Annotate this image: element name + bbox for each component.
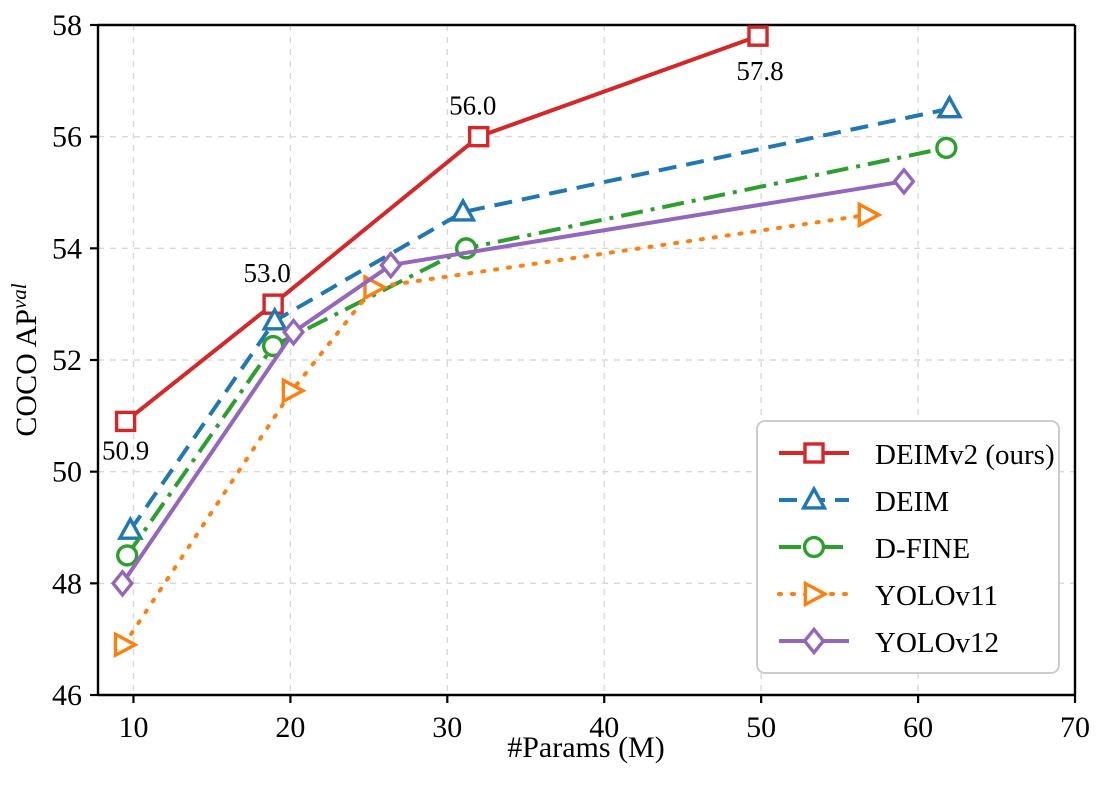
legend-item-d-fine[interactable]: D-FINE	[779, 533, 970, 565]
data-series-layer	[110, 25, 963, 659]
series-line	[124, 34, 759, 423]
data-point-marker	[857, 201, 883, 229]
data-point-marker	[449, 197, 477, 222]
y-axis-title-group: COCO APval	[7, 283, 43, 436]
series-deim	[116, 94, 963, 540]
data-point-marker	[281, 317, 306, 347]
x-tick-label: 30	[432, 711, 462, 744]
x-tick-label: 10	[118, 711, 148, 744]
legend-items: DEIMv2 (ours) DEIM D-FINE YOLOv11 YOLOv12	[777, 439, 1055, 659]
data-point-marker	[467, 125, 490, 148]
gridlines	[98, 25, 1075, 695]
legend-box	[756, 420, 1060, 674]
data-point-label: 56.0	[449, 91, 496, 121]
data-point-marker	[113, 631, 139, 659]
series-line	[128, 106, 950, 532]
legend-marker-sample	[802, 626, 826, 656]
data-point-marker	[116, 544, 139, 567]
x-axis-tick-labels: 10 20 30 40 50 60 70	[118, 711, 1090, 744]
y-axis-title: COCO AP	[10, 309, 43, 437]
data-point-marker	[281, 377, 307, 404]
data-point-marker	[116, 515, 144, 540]
data-point-marker	[379, 250, 403, 280]
y-tick-label: 52	[52, 344, 82, 377]
y-axis-title-superscript: val	[7, 283, 31, 309]
x-tick-label: 60	[903, 711, 933, 744]
legend-marker-sample	[803, 580, 829, 608]
data-point-label: 53.0	[244, 258, 291, 288]
y-tick-label: 54	[52, 232, 82, 265]
legend-label: DEIMv2 (ours)	[875, 439, 1055, 471]
data-point-marker	[747, 25, 769, 47]
y-tick-label: 50	[52, 456, 82, 489]
legend-item-yolov11[interactable]: YOLOv11	[777, 580, 998, 612]
series-line	[125, 145, 947, 557]
legend-label: YOLOv12	[875, 627, 999, 659]
svg-text:COCO APval: COCO APval	[7, 283, 43, 436]
point-annotations: 50.9 53.0 56.0 57.8	[102, 56, 784, 465]
legend-marker-sample	[803, 442, 825, 464]
y-tick-label: 46	[52, 679, 82, 712]
series-deimv2-ours	[114, 25, 769, 433]
series-line	[120, 179, 905, 585]
x-tick-label: 50	[746, 711, 776, 744]
legend-item-yolov12[interactable]: YOLOv12	[779, 626, 999, 659]
y-tick-label: 48	[52, 567, 82, 600]
legend-marker-sample	[800, 485, 828, 510]
legend-label: YOLOv11	[875, 580, 998, 612]
data-point-marker	[892, 167, 916, 196]
data-point-marker	[935, 136, 958, 159]
series-yolov12	[110, 167, 916, 598]
legend-label: DEIM	[875, 486, 949, 518]
data-point-label: 57.8	[736, 56, 783, 86]
data-point-marker	[261, 306, 289, 331]
legend-marker-sample	[802, 535, 826, 559]
x-axis-title: #Params (M)	[507, 731, 664, 764]
data-point-marker	[114, 410, 137, 433]
y-tick-label: 58	[52, 9, 82, 42]
legend-item-deimv2-ours[interactable]: DEIMv2 (ours)	[779, 439, 1055, 471]
data-point-marker	[110, 569, 135, 598]
legend-label: D-FINE	[875, 533, 970, 565]
data-point-marker	[363, 274, 389, 301]
y-axis-tick-labels: 46 48 50 52 54 56 58	[52, 9, 82, 712]
y-tick-label: 56	[52, 121, 82, 154]
x-tick-label: 20	[275, 711, 305, 744]
series-yolov11	[113, 201, 883, 659]
x-tick-label: 40	[589, 711, 619, 744]
x-tick-label: 70	[1060, 711, 1090, 744]
axis-ticks	[90, 23, 1077, 703]
chart-legend[interactable]: DEIMv2 (ours) DEIM D-FINE YOLOv11 YOLOv12	[756, 420, 1060, 674]
legend-item-deim[interactable]: DEIM	[779, 485, 949, 518]
data-point-label: 50.9	[102, 435, 149, 465]
data-point-marker	[936, 94, 963, 119]
